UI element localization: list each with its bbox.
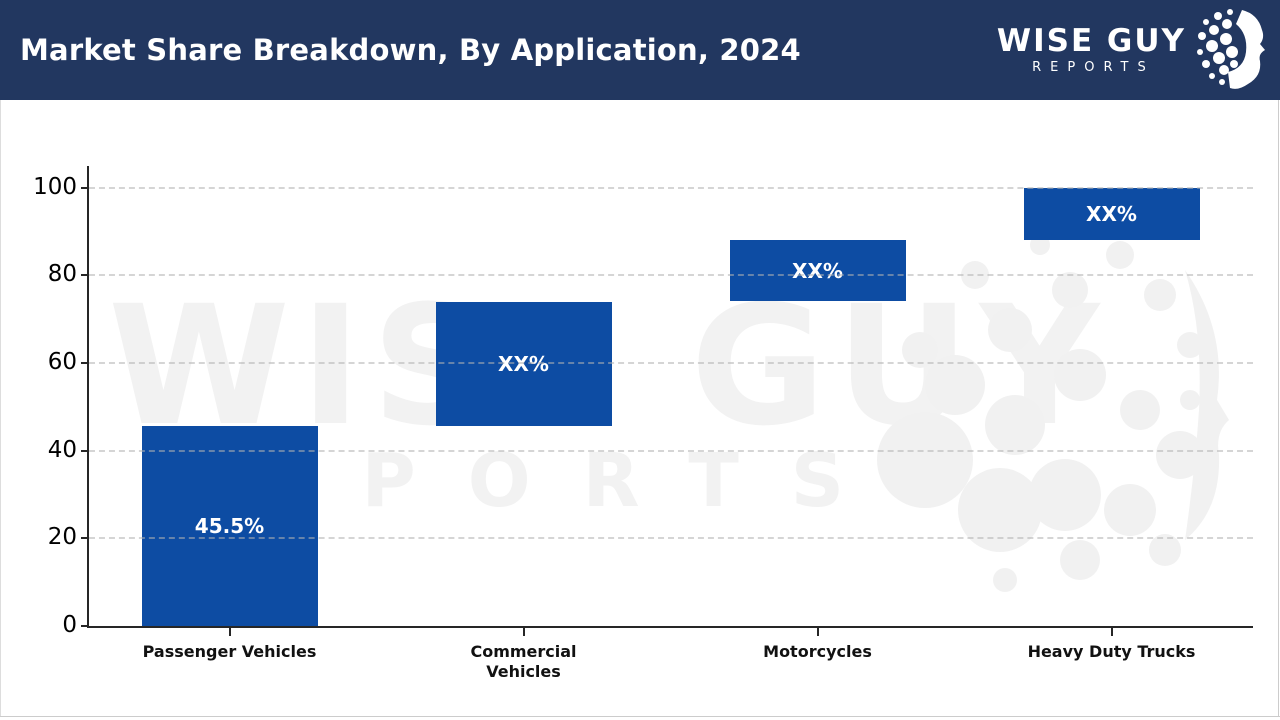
y-tick-mark [81,625,89,627]
bar-value-label: XX% [498,351,549,376]
gridline-100 [89,186,1253,189]
y-tick-label: 60 [47,348,77,375]
bar-4: XX% [1023,187,1200,241]
page-title: Market Share Breakdown, By Application, … [20,33,801,67]
y-tick-label: 80 [47,261,77,288]
bar-1: 45.5% [141,426,318,626]
bar-value-label: XX% [792,258,843,283]
y-tick-label: 40 [47,436,77,463]
y-tick-label: 20 [47,524,77,551]
frame-border-right [1278,100,1279,717]
x-category-label: Heavy Duty Trucks [1027,642,1196,661]
x-tick-mark [816,628,819,636]
y-tick-mark [81,449,89,452]
x-axis [87,626,1253,628]
y-tick-label: 100 [33,173,77,200]
y-axis [87,165,89,628]
header: Market Share Breakdown, By Application, … [0,0,1280,100]
y-tick-mark [81,274,89,277]
y-tick-mark [81,537,89,540]
bar-value-label: 45.5% [194,514,265,539]
x-tick-mark [228,628,231,636]
x-category-label: Passenger Vehicles [142,642,317,661]
watermark-face-icon [877,235,1229,592]
bar-value-label: XX% [1086,201,1137,226]
y-tick-label: 0 [62,612,77,638]
y-tick-mark [81,186,89,189]
gridline-20 [89,537,1253,540]
frame-border-left [0,100,1,717]
chart-area: WISE GUY REPORTS 45.5% XX% XX% XX% 0 20 40 60 80… [0,100,1280,720]
brand-logo: WISE GUY REPORTS [997,0,1266,100]
x-category-label: Commercial Vehicles [470,642,577,681]
x-tick-mark [1110,628,1113,636]
gridline-40 [89,449,1253,452]
bar-3: XX% [729,240,906,302]
brand-subname: REPORTS [1032,59,1155,75]
brand-logo-text: WISE GUY REPORTS [996,22,1186,75]
frame-border-bottom [0,716,1280,717]
brand-name: WISE GUY [996,22,1186,59]
x-tick-mark [522,628,525,636]
x-category-label: Motorcycles [763,642,872,661]
bar-2: XX% [435,301,612,427]
brand-face-icon [1197,9,1265,89]
gridline-60 [89,361,1253,364]
gridline-80 [89,274,1253,277]
y-tick-mark [81,361,89,364]
